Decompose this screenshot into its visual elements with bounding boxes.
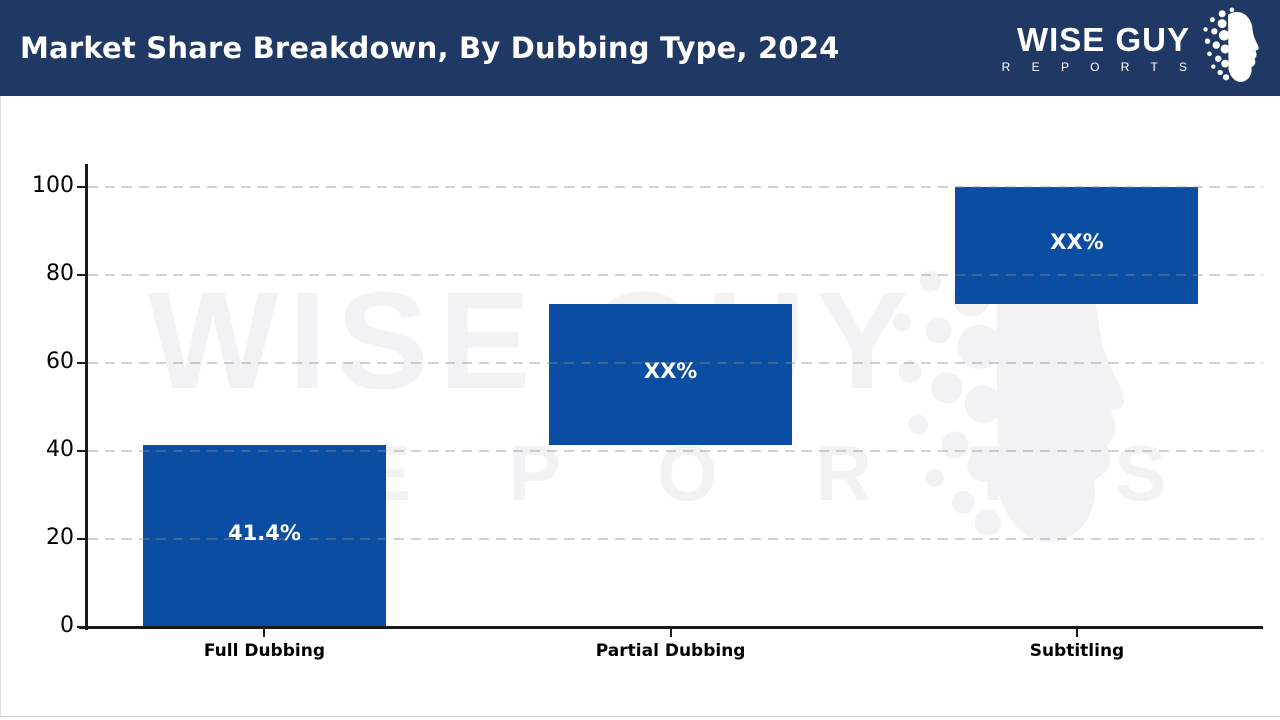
- wise-guy-reports-logo: WISE GUY R E P O R T S: [1002, 5, 1262, 91]
- y-tick-mark-80: [77, 273, 86, 276]
- gridline-20: [88, 537, 1262, 540]
- logo-subtitle: R E P O R T S: [1001, 60, 1196, 74]
- gridline-80: [88, 273, 1262, 276]
- y-tick-label-40: 40: [46, 436, 74, 462]
- x-tick-label-2: Partial Dubbing: [595, 641, 746, 661]
- gridline-60: [88, 361, 1262, 364]
- x-tick-mark-3: [1075, 629, 1078, 637]
- y-tick-mark-60: [77, 361, 86, 364]
- bar-value-label-3: XX%: [1050, 230, 1104, 255]
- y-tick-label-60: 60: [46, 348, 74, 374]
- y-tick-mark-0: [77, 626, 86, 628]
- left-edge-line: [0, 96, 1, 716]
- dotted-head-profile-icon: [1203, 7, 1259, 82]
- bar-segment-1: [142, 444, 386, 627]
- y-tick-mark-40: [77, 449, 86, 452]
- watermark-text-primary: WISE GUY: [148, 264, 919, 418]
- header-bar: Market Share Breakdown, By Dubbing Type,…: [0, 0, 1280, 96]
- page-title: Market Share Breakdown, By Dubbing Type,…: [20, 31, 840, 65]
- bottom-edge-line: [0, 716, 1280, 717]
- bar-segment-2: [549, 303, 793, 445]
- x-axis-line: [79, 626, 1263, 629]
- y-tick-mark-20: [77, 537, 86, 540]
- gridline-40: [88, 449, 1262, 452]
- gridline-100: [88, 185, 1262, 188]
- y-tick-label-20: 20: [46, 524, 74, 550]
- x-tick-mark-1: [263, 629, 266, 637]
- x-tick-label-1: Full Dubbing: [203, 641, 325, 661]
- bar-value-label-2: XX%: [643, 359, 698, 384]
- y-tick-label-80: 80: [46, 260, 74, 286]
- x-tick-label-3: Subtitling: [1029, 641, 1125, 661]
- x-tick-mark-2: [669, 629, 672, 637]
- y-axis-line: [85, 164, 88, 630]
- bar-value-label-1: 41.4%: [228, 520, 301, 545]
- logo-text: WISE GUY R E P O R T S: [1002, 23, 1190, 73]
- y-tick-mark-100: [77, 185, 86, 188]
- y-tick-label-0: 0: [60, 613, 74, 638]
- y-tick-label-100: 100: [32, 172, 74, 198]
- logo-name: WISE GUY: [1016, 21, 1190, 58]
